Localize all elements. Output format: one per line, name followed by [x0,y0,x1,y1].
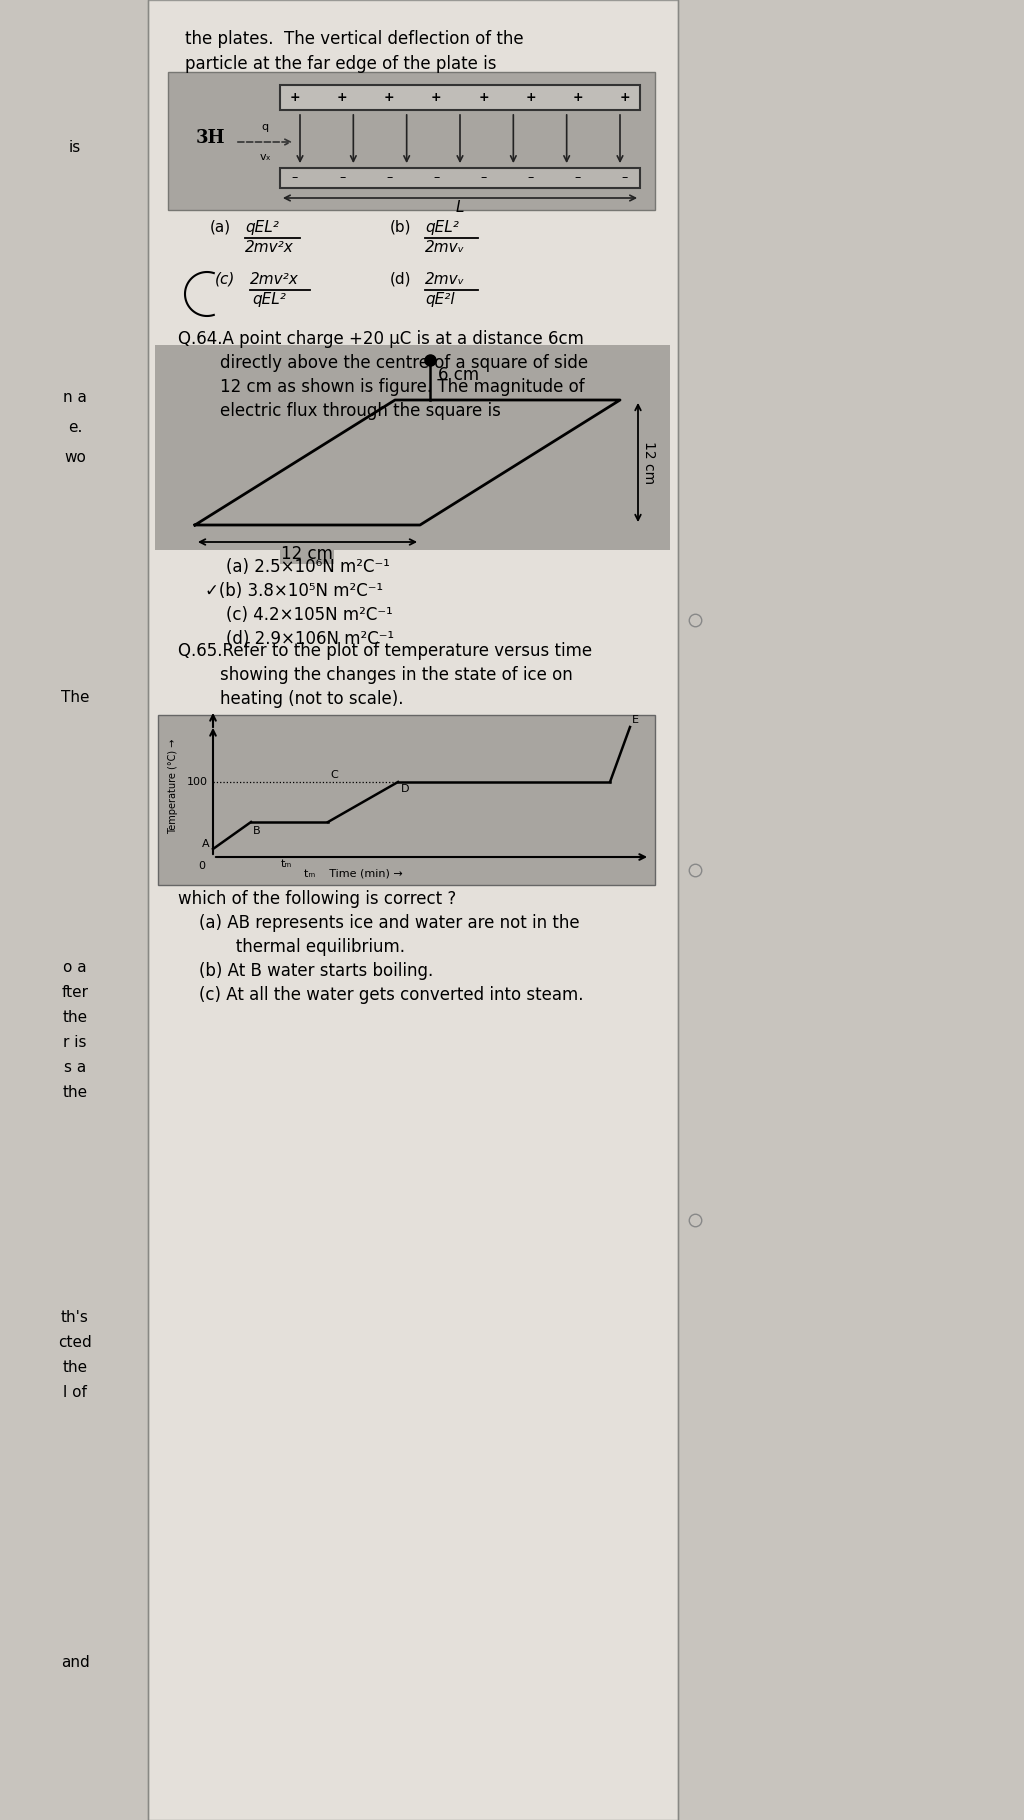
Text: n a: n a [63,389,87,406]
Text: and: and [60,1654,89,1671]
Text: –: – [480,171,486,184]
Text: (d) 2.9×106N m²C⁻¹: (d) 2.9×106N m²C⁻¹ [205,630,394,648]
Text: e.: e. [68,420,82,435]
Text: (c): (c) [215,271,236,288]
Text: heating (not to scale).: heating (not to scale). [178,690,403,708]
Text: –: – [622,171,628,184]
Text: r is: r is [63,1036,87,1050]
Text: –: – [527,171,534,184]
Text: s a: s a [63,1059,86,1076]
Text: the: the [62,1010,88,1025]
Text: (a): (a) [210,220,231,235]
Text: thermal equilibrium.: thermal equilibrium. [178,937,406,956]
Text: tₘ: tₘ [281,859,292,868]
Text: Q.64.A point charge +20 μC is at a distance 6cm: Q.64.A point charge +20 μC is at a dista… [178,329,584,348]
Text: 2mvᵥ: 2mvᵥ [425,271,465,288]
Text: +: + [478,91,488,104]
Text: 12 cm as shown is figure. The magnitude of: 12 cm as shown is figure. The magnitude … [178,379,585,397]
Text: (d): (d) [390,271,412,288]
Text: L: L [456,200,464,215]
Bar [158,715,655,885]
Text: q: q [261,122,268,133]
Text: +: + [620,91,631,104]
Bar [280,167,640,187]
Text: qEL²: qEL² [425,220,459,235]
Text: the: the [62,1360,88,1374]
Text: D: D [401,784,410,794]
Text: (c) At all the water gets converted into steam.: (c) At all the water gets converted into… [178,986,584,1005]
Text: –: – [574,171,581,184]
Text: vₓ: vₓ [259,153,270,162]
Text: 2mv²x: 2mv²x [245,240,294,255]
Bar [148,0,678,1820]
Text: (a) AB represents ice and water are not in the: (a) AB represents ice and water are not … [178,914,580,932]
Text: wo: wo [65,450,86,464]
Text: 0: 0 [198,861,205,872]
Text: 2mv²x: 2mv²x [250,271,299,288]
Text: +: + [525,91,536,104]
Bar [168,73,655,209]
Text: 6 cm: 6 cm [438,366,479,384]
Text: B: B [253,826,261,835]
Text: –: – [433,171,439,184]
Text: is: is [69,140,81,155]
Text: the plates.  The vertical deflection of the: the plates. The vertical deflection of t… [185,29,523,47]
Text: –: – [386,171,392,184]
Bar [155,346,670,550]
Text: Q.65.Refer to the plot of temperature versus time: Q.65.Refer to the plot of temperature ve… [178,642,592,661]
Text: –: – [339,171,345,184]
Text: qEL²: qEL² [252,291,286,308]
Text: +: + [384,91,394,104]
Text: qE²l: qE²l [425,291,455,308]
Text: qEL²: qEL² [245,220,279,235]
Text: Temperature (°C) →: Temperature (°C) → [168,739,178,834]
Text: +: + [572,91,584,104]
Text: The: The [60,690,89,704]
Text: –: – [292,171,298,184]
Text: 12 cm: 12 cm [281,544,333,562]
Text: A: A [203,839,210,848]
Bar [280,86,640,109]
Text: electric flux through the square is: electric flux through the square is [178,402,501,420]
Text: l of: l of [63,1385,87,1400]
Text: 3H: 3H [196,129,224,147]
Text: showing the changes in the state of ice on: showing the changes in the state of ice … [178,666,572,684]
Text: 100: 100 [187,777,208,786]
Text: +: + [290,91,300,104]
Text: E: E [632,715,639,724]
Text: particle at the far edge of the plate is: particle at the far edge of the plate is [185,55,497,73]
Text: cted: cted [58,1336,92,1350]
Text: +: + [337,91,347,104]
Text: (b) At B water starts boiling.: (b) At B water starts boiling. [178,963,433,979]
Text: (a) 2.5×10⁶N m²C⁻¹: (a) 2.5×10⁶N m²C⁻¹ [205,559,390,575]
Text: (b): (b) [390,220,412,235]
Text: ✓(b) 3.8×10⁵N m²C⁻¹: ✓(b) 3.8×10⁵N m²C⁻¹ [205,582,383,601]
Text: fter: fter [61,985,88,999]
Text: +: + [431,91,441,104]
Text: th's: th's [61,1310,89,1325]
Text: (c) 4.2×105N m²C⁻¹: (c) 4.2×105N m²C⁻¹ [205,606,393,624]
Text: o a: o a [63,959,87,976]
Text: directly above the centre of a square of side: directly above the centre of a square of… [178,355,588,371]
Text: the: the [62,1085,88,1099]
Text: 12 cm: 12 cm [642,442,656,484]
Text: 2mvᵥ: 2mvᵥ [425,240,465,255]
Text: C: C [330,770,338,781]
Text: which of the following is correct ?: which of the following is correct ? [178,890,457,908]
Text: tₘ    Time (min) →: tₘ Time (min) → [304,868,402,879]
